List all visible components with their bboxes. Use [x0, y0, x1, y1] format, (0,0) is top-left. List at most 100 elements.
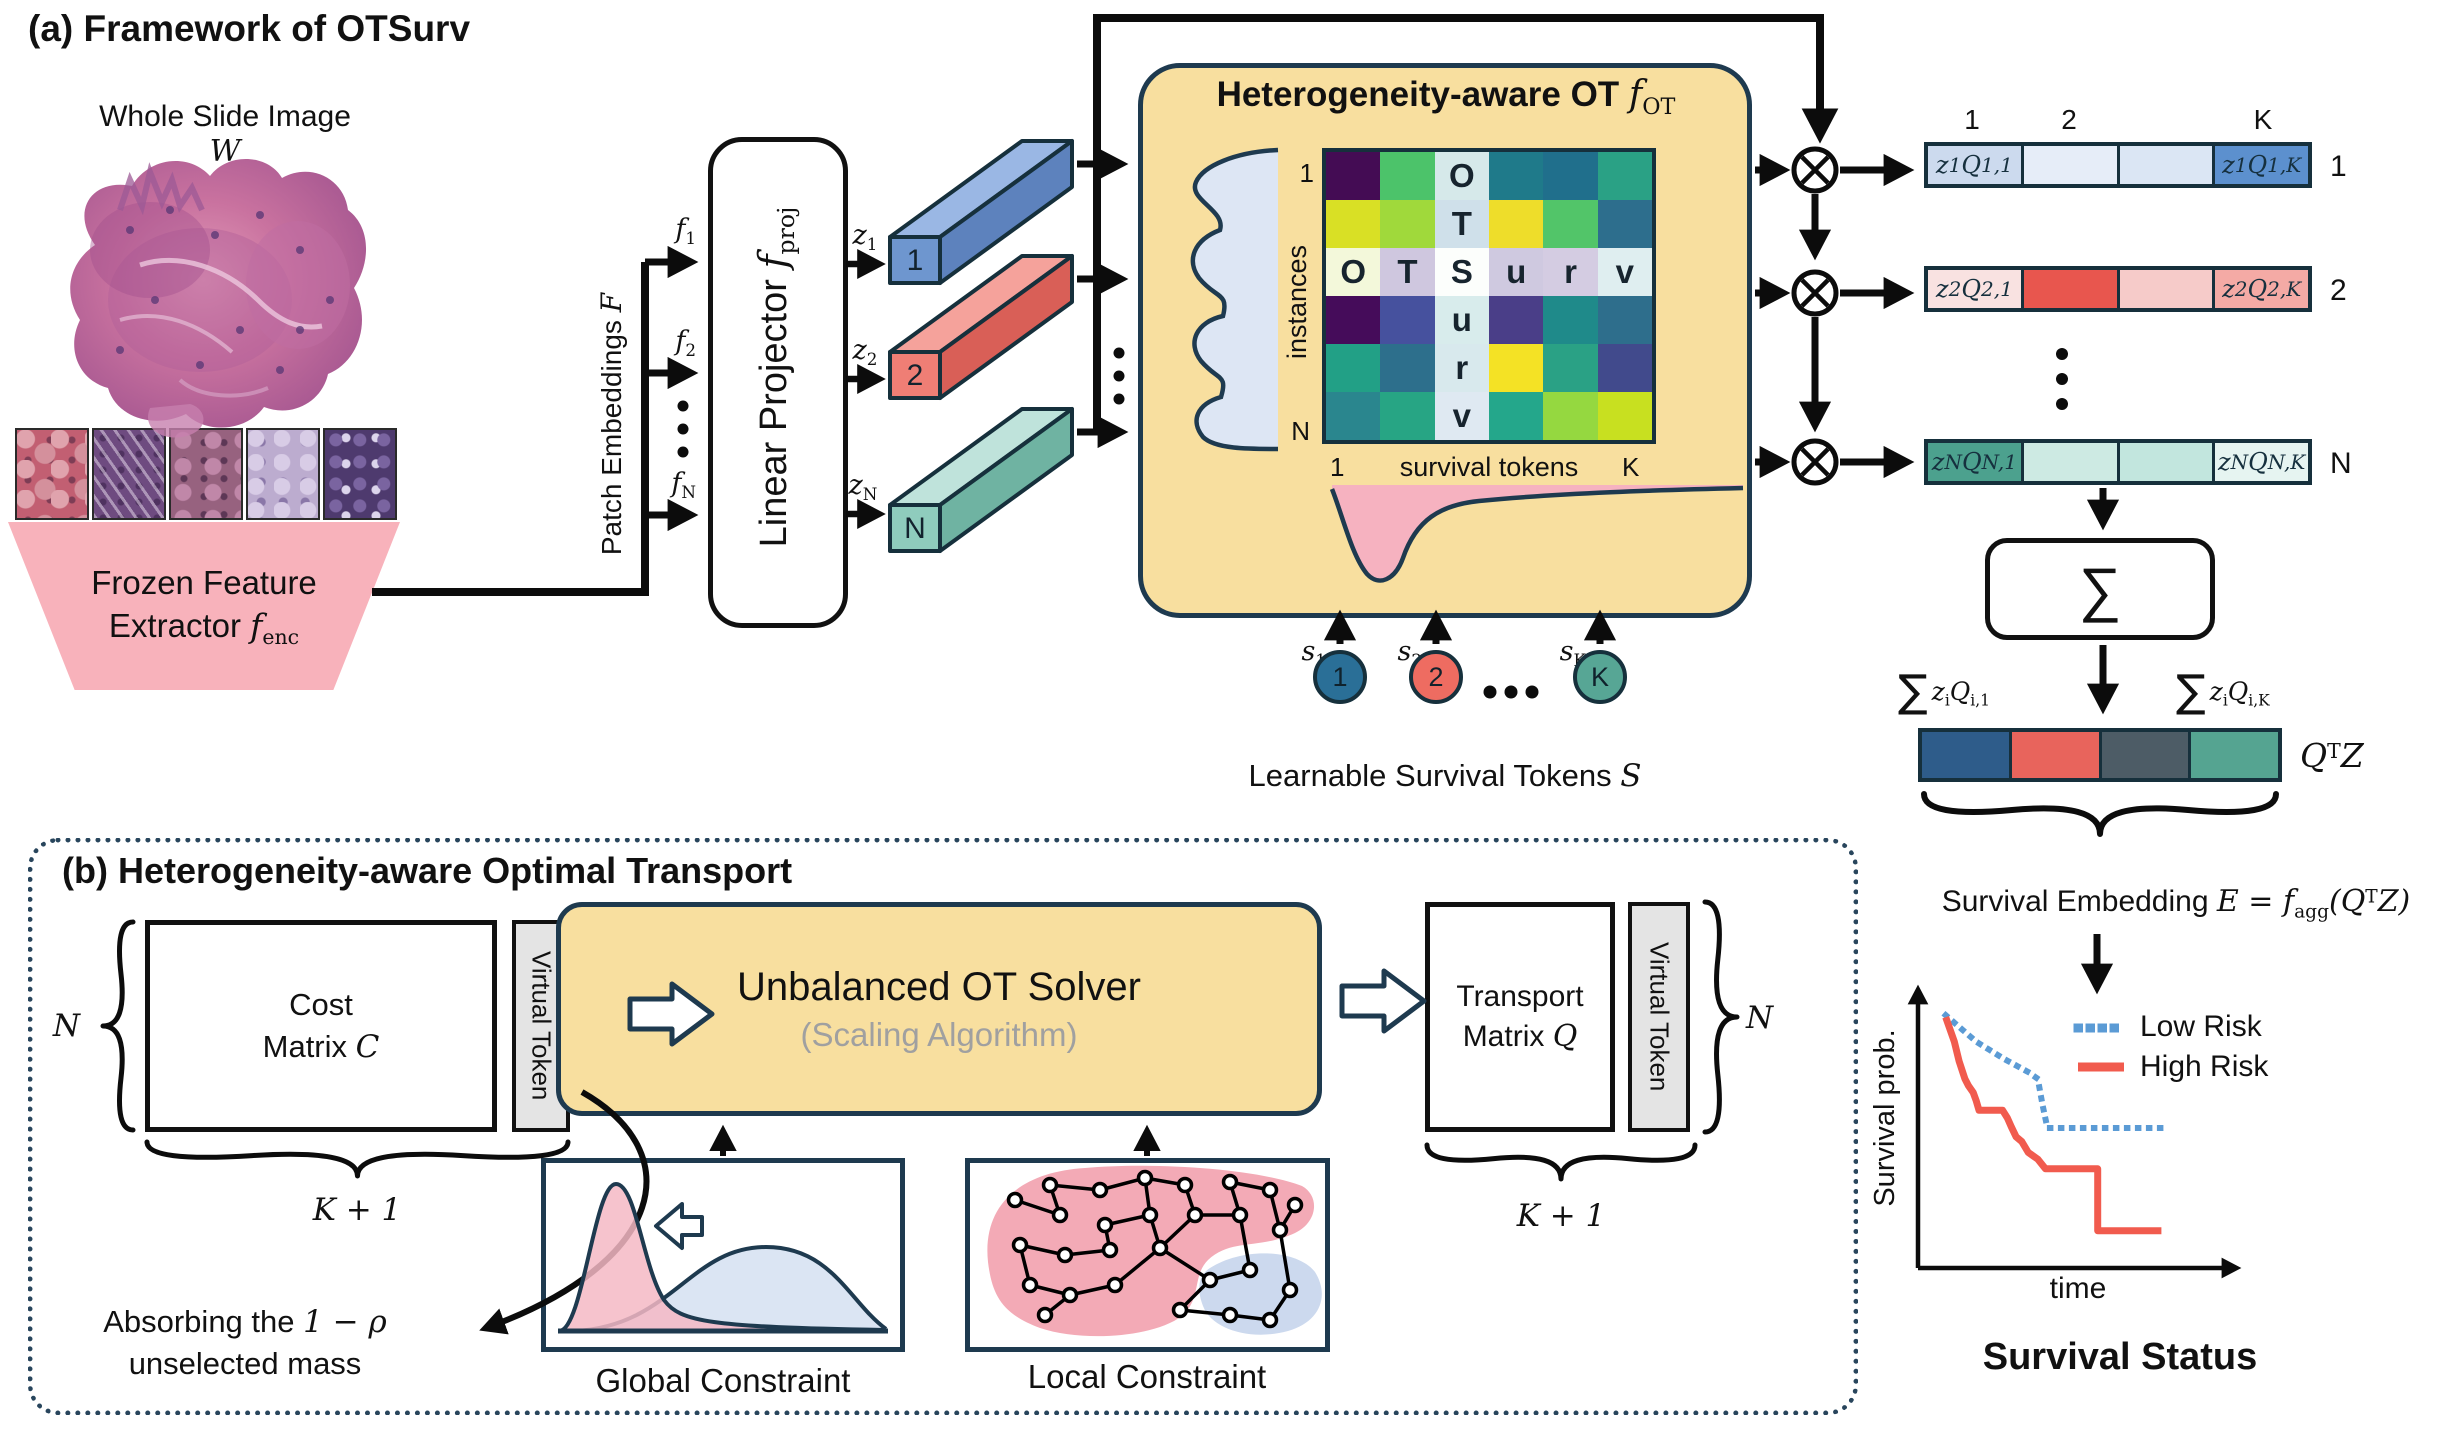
col-first-label: 1 — [1330, 452, 1345, 482]
cost-n-label: N — [52, 1008, 80, 1044]
panel-b-title: (b) Heterogeneity-aware Optimal Transpor… — [62, 850, 793, 891]
heatmap-cell — [1380, 152, 1435, 200]
qtz-underbrace — [1921, 791, 2279, 837]
result-cell: z 2 Q 2,K — [2215, 270, 2308, 308]
ot-box-title: Heterogeneity-aware OT fOT — [1216, 74, 1676, 120]
heatmap-cell: S — [1434, 248, 1489, 296]
heatmap-cell: u — [1488, 248, 1544, 296]
z-bar-N: N — [888, 407, 1074, 553]
zN-label: zN — [848, 470, 878, 504]
result-bar-0: z 1 Q 1,1 z 1 Q 1,K — [1924, 142, 2312, 188]
heatmap-cell — [1543, 344, 1598, 392]
z1-label: z1 — [852, 220, 878, 254]
heatmap-cell — [1326, 296, 1381, 344]
row-last-label: N — [1291, 416, 1310, 446]
result-row-label-1: 1 — [2330, 150, 2347, 183]
result-cell — [2023, 146, 2120, 184]
result-rows-ellipsis — [2056, 348, 2068, 410]
heatmap-cell — [1597, 344, 1652, 392]
low-risk-curve — [1941, 1010, 2174, 1131]
result-cell: z N Q N,1 — [1928, 443, 2024, 481]
qtz-label: QTZ — [2300, 736, 2364, 775]
qtz-cell — [2101, 732, 2192, 778]
heatmap-cell — [1326, 344, 1381, 392]
heatmap-cell: u — [1434, 296, 1489, 344]
survival-token-2: 2 — [1409, 650, 1463, 704]
heatmap-cell — [1326, 152, 1381, 200]
learnable-survival-tokens-label: Learnable Survival Tokens S — [1248, 758, 1642, 794]
heatmap-cell — [1488, 152, 1544, 200]
heatmap-cell — [1326, 200, 1381, 248]
result-cell — [2023, 443, 2120, 481]
heatmap-cell — [1597, 392, 1652, 440]
transport-virtual-token-column: Virtual Token — [1628, 902, 1690, 1132]
high-risk-curve — [1942, 1016, 2162, 1235]
local-constraint-box — [965, 1158, 1330, 1352]
patch-thumbnail — [246, 428, 320, 520]
result-cell — [2119, 443, 2216, 481]
heatmap-cell: T — [1380, 248, 1435, 296]
result-cell — [2119, 146, 2216, 184]
wsi-label-var: W — [209, 134, 241, 169]
heatmap-cell — [1543, 152, 1598, 200]
result-col-header-1: 1 — [1964, 104, 1980, 135]
qtz-bar — [1918, 728, 2282, 782]
absorbing-mass-label-line2: unselected mass — [128, 1346, 362, 1381]
transport-n-label: N — [1746, 1000, 1774, 1036]
result-cell: z N Q N,K — [2215, 443, 2308, 481]
row-first-label: 1 — [1299, 158, 1314, 188]
result-cell: z 2 Q 2,1 — [1928, 270, 2024, 308]
result-cell — [2119, 270, 2216, 308]
patch-thumbnail — [169, 428, 243, 520]
cost-matrix-line2: Matrix C — [262, 1028, 380, 1065]
svg-text:N: N — [904, 512, 926, 545]
result-cell: z 1 Q 1,K — [2215, 146, 2308, 184]
result-col-header-K: K — [2253, 104, 2273, 135]
survival-embedding-label: Survival Embedding E = fagg(QTZ) — [1941, 884, 2411, 923]
heatmap-cell — [1597, 200, 1652, 248]
heatmap-cell — [1597, 296, 1652, 344]
absorbing-mass-label-line1: Absorbing the 1 − ρ — [103, 1304, 387, 1340]
transport-k-label: K + 1 — [1516, 1198, 1606, 1234]
extractor-line1: Frozen Feature — [91, 563, 317, 601]
linear-projector-box — [708, 137, 848, 628]
survival-token-1: 1 — [1313, 650, 1367, 704]
transport-matrix-box: Transport Matrix Q — [1425, 902, 1615, 1132]
patch-thumbnail — [323, 428, 397, 520]
f-ellipsis-dots — [677, 400, 689, 458]
survival-status-title: Survival Status — [1982, 1336, 2258, 1378]
z-token-bars: 1 2 N — [888, 139, 1074, 553]
heatmap-cell — [1488, 296, 1544, 344]
svg-text:1: 1 — [907, 244, 924, 277]
patch-thumbnail — [92, 428, 166, 520]
patch-embeddings-label: Patch Embeddings F — [595, 292, 628, 556]
result-row-label-N: N — [2330, 447, 2352, 480]
cost-matrix-line1: Cost — [289, 986, 353, 1022]
global-constraint-box — [541, 1158, 905, 1352]
plot-xlabel: time — [2049, 1272, 2107, 1305]
heatmap-cell — [1543, 296, 1598, 344]
result-col-header-2: 2 — [2061, 104, 2077, 135]
result-cell — [2023, 270, 2120, 308]
linear-projector-label: Linear Projector fproj — [751, 206, 801, 548]
qtz-cell — [2011, 732, 2102, 778]
transport-matrix-line1: Transport — [1456, 979, 1584, 1013]
z2-label: z2 — [852, 335, 878, 369]
token-ellipsis-dots — [1483, 685, 1539, 699]
heatmap-cell: r — [1434, 344, 1489, 392]
unbalanced-ot-solver-box: Unbalanced OT Solver (Scaling Algorithm) — [556, 902, 1322, 1116]
f2-label: f2 — [675, 326, 696, 360]
heatmap-cell: r — [1543, 248, 1598, 296]
otimes-icon — [1791, 146, 1839, 194]
heatmap-cell — [1597, 152, 1652, 200]
extractor-line2: Extractor fenc — [108, 605, 300, 649]
instances-axis-label: instances — [1282, 244, 1312, 360]
cost-matrix-box: Cost Matrix C — [145, 920, 497, 1132]
global-constraint-label: Global Constraint — [595, 1362, 851, 1399]
result-bar-2: z N Q N,1 z N Q N,K — [1924, 439, 2312, 485]
svg-text:2: 2 — [907, 359, 924, 392]
result-bar-1: z 2 Q 2,1 z 2 Q 2,K — [1924, 266, 2312, 312]
heatmap-cell: v — [1434, 392, 1489, 440]
